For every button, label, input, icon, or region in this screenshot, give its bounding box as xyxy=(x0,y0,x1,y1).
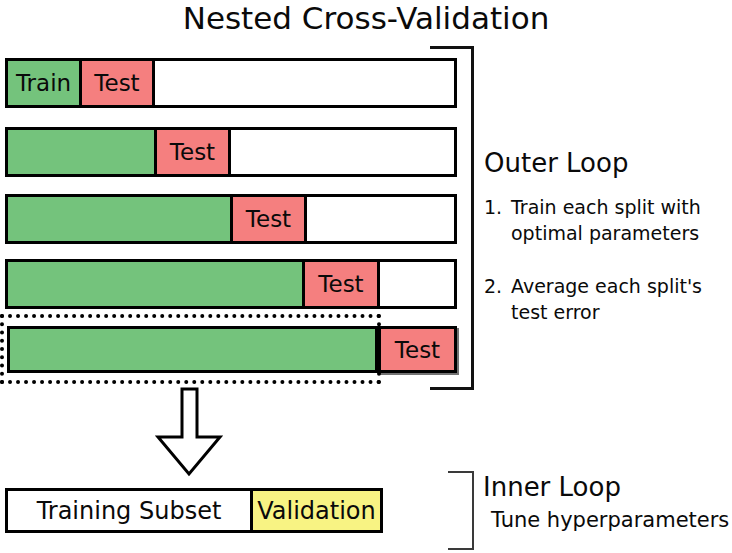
inner-loop-note: Tune hyperparameters xyxy=(491,508,729,532)
train-segment xyxy=(8,130,157,174)
test-segment: Test xyxy=(82,61,155,105)
train-segment xyxy=(8,262,305,306)
step-line: optimal parameters xyxy=(511,220,701,246)
step-number: 1. xyxy=(484,194,511,246)
unused-segment xyxy=(155,61,454,105)
test-label: Test xyxy=(94,70,139,96)
unused-segment xyxy=(231,130,454,174)
outer-loop-step-1: 1. Train each split with optimal paramet… xyxy=(484,194,732,246)
training-subset-label: Training Subset xyxy=(37,497,222,525)
test-segment: Test xyxy=(305,262,380,306)
cv-split-row-2: Test xyxy=(5,127,457,177)
train-segment xyxy=(8,197,233,241)
test-label: Test xyxy=(318,271,363,297)
validation-segment: Validation xyxy=(250,491,380,530)
inner-loop-subset-bar: Training Subset Validation xyxy=(5,488,383,533)
training-subset-segment: Training Subset xyxy=(8,491,250,530)
train-segment: Train xyxy=(8,61,82,105)
test-label: Test xyxy=(246,206,291,232)
outer-loop-heading: Outer Loop xyxy=(484,148,732,178)
step-number: 2. xyxy=(484,273,511,325)
step-line: Average each split's xyxy=(511,273,702,299)
test-label: Test xyxy=(170,139,215,165)
selected-train-segment xyxy=(7,326,378,373)
train-label: Train xyxy=(16,70,71,96)
cv-split-row-3: Test xyxy=(5,194,457,244)
cv-split-row-1: Train Test xyxy=(5,58,457,108)
step-line: test error xyxy=(511,299,702,325)
down-arrow-icon xyxy=(150,386,230,478)
cv-split-row-4: Test xyxy=(5,259,457,309)
outer-loop-bracket xyxy=(430,46,474,390)
nested-cross-validation-diagram: Nested Cross-Validation Train Test Test Tes… xyxy=(0,0,732,553)
diagram-title: Nested Cross-Validation xyxy=(0,0,732,36)
validation-label: Validation xyxy=(257,497,376,525)
inner-loop-bracket xyxy=(448,471,474,550)
step-text: Average each split's test error xyxy=(511,273,702,325)
inner-loop-heading: Inner Loop xyxy=(483,472,621,502)
outer-loop-step-2: 2. Average each split's test error xyxy=(484,273,732,325)
outer-loop-text: Outer Loop 1. Train each split with opti… xyxy=(484,148,732,352)
test-segment: Test xyxy=(157,130,231,174)
test-segment: Test xyxy=(233,197,307,241)
step-line: Train each split with xyxy=(511,194,701,220)
step-text: Train each split with optimal parameters xyxy=(511,194,701,246)
